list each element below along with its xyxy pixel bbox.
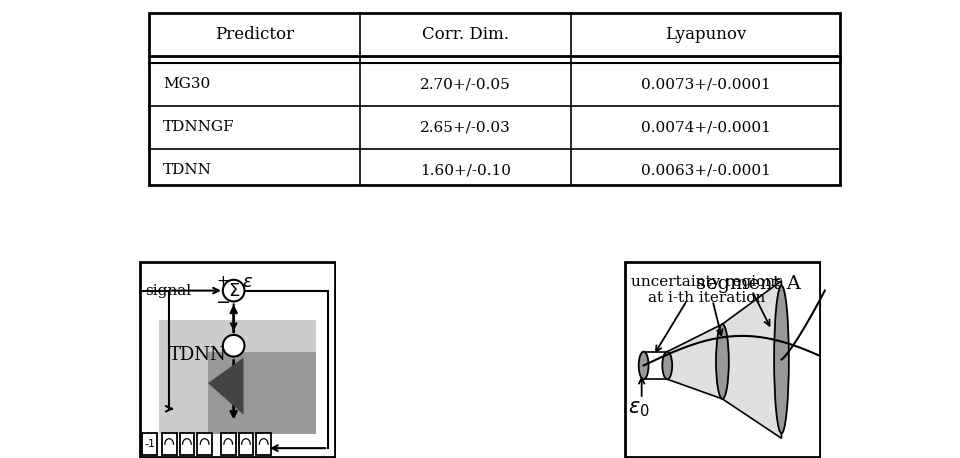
Text: 0.0073+/-0.0001: 0.0073+/-0.0001: [640, 77, 771, 91]
Ellipse shape: [662, 352, 672, 379]
Bar: [208, 352, 317, 434]
Polygon shape: [208, 358, 244, 414]
Text: 2.70+/-0.05: 2.70+/-0.05: [420, 77, 511, 91]
Text: signal: signal: [145, 284, 191, 298]
Text: $\varepsilon$: $\varepsilon$: [242, 273, 253, 291]
Bar: [142, 433, 156, 455]
Text: uncertainty regions
at i-th iteration: uncertainty regions at i-th iteration: [631, 275, 782, 305]
Bar: [149, 13, 840, 185]
Text: $\varepsilon_0$: $\varepsilon_0$: [628, 399, 650, 419]
Circle shape: [223, 335, 245, 357]
Bar: [239, 433, 253, 455]
Text: 0.0074+/-0.0001: 0.0074+/-0.0001: [640, 120, 771, 134]
Text: MG30: MG30: [163, 77, 210, 91]
Text: TDNN: TDNN: [169, 345, 227, 364]
Text: TDNNGF: TDNNGF: [163, 120, 235, 134]
Circle shape: [223, 280, 245, 301]
Text: 1.60+/-0.10: 1.60+/-0.10: [420, 164, 511, 177]
Bar: [158, 320, 317, 434]
Text: Lyapunov: Lyapunov: [665, 26, 746, 43]
Bar: [256, 433, 271, 455]
Text: segment A: segment A: [696, 275, 802, 293]
Text: 0.0063+/-0.0001: 0.0063+/-0.0001: [640, 164, 771, 177]
Text: $-$: $-$: [215, 292, 230, 311]
Text: +: +: [216, 274, 229, 289]
Bar: [197, 433, 212, 455]
Bar: [180, 433, 194, 455]
Polygon shape: [667, 324, 722, 399]
Text: $\Sigma$: $\Sigma$: [228, 282, 240, 300]
Text: TDNN: TDNN: [163, 164, 212, 177]
Ellipse shape: [716, 324, 729, 399]
Text: -1: -1: [144, 439, 155, 449]
Text: Corr. Dim.: Corr. Dim.: [422, 26, 509, 43]
Bar: [162, 433, 177, 455]
Ellipse shape: [638, 352, 649, 379]
Polygon shape: [722, 281, 781, 438]
Text: Predictor: Predictor: [215, 26, 294, 43]
Bar: [221, 433, 235, 455]
Text: 2.65+/-0.03: 2.65+/-0.03: [420, 120, 511, 134]
Ellipse shape: [774, 286, 789, 433]
